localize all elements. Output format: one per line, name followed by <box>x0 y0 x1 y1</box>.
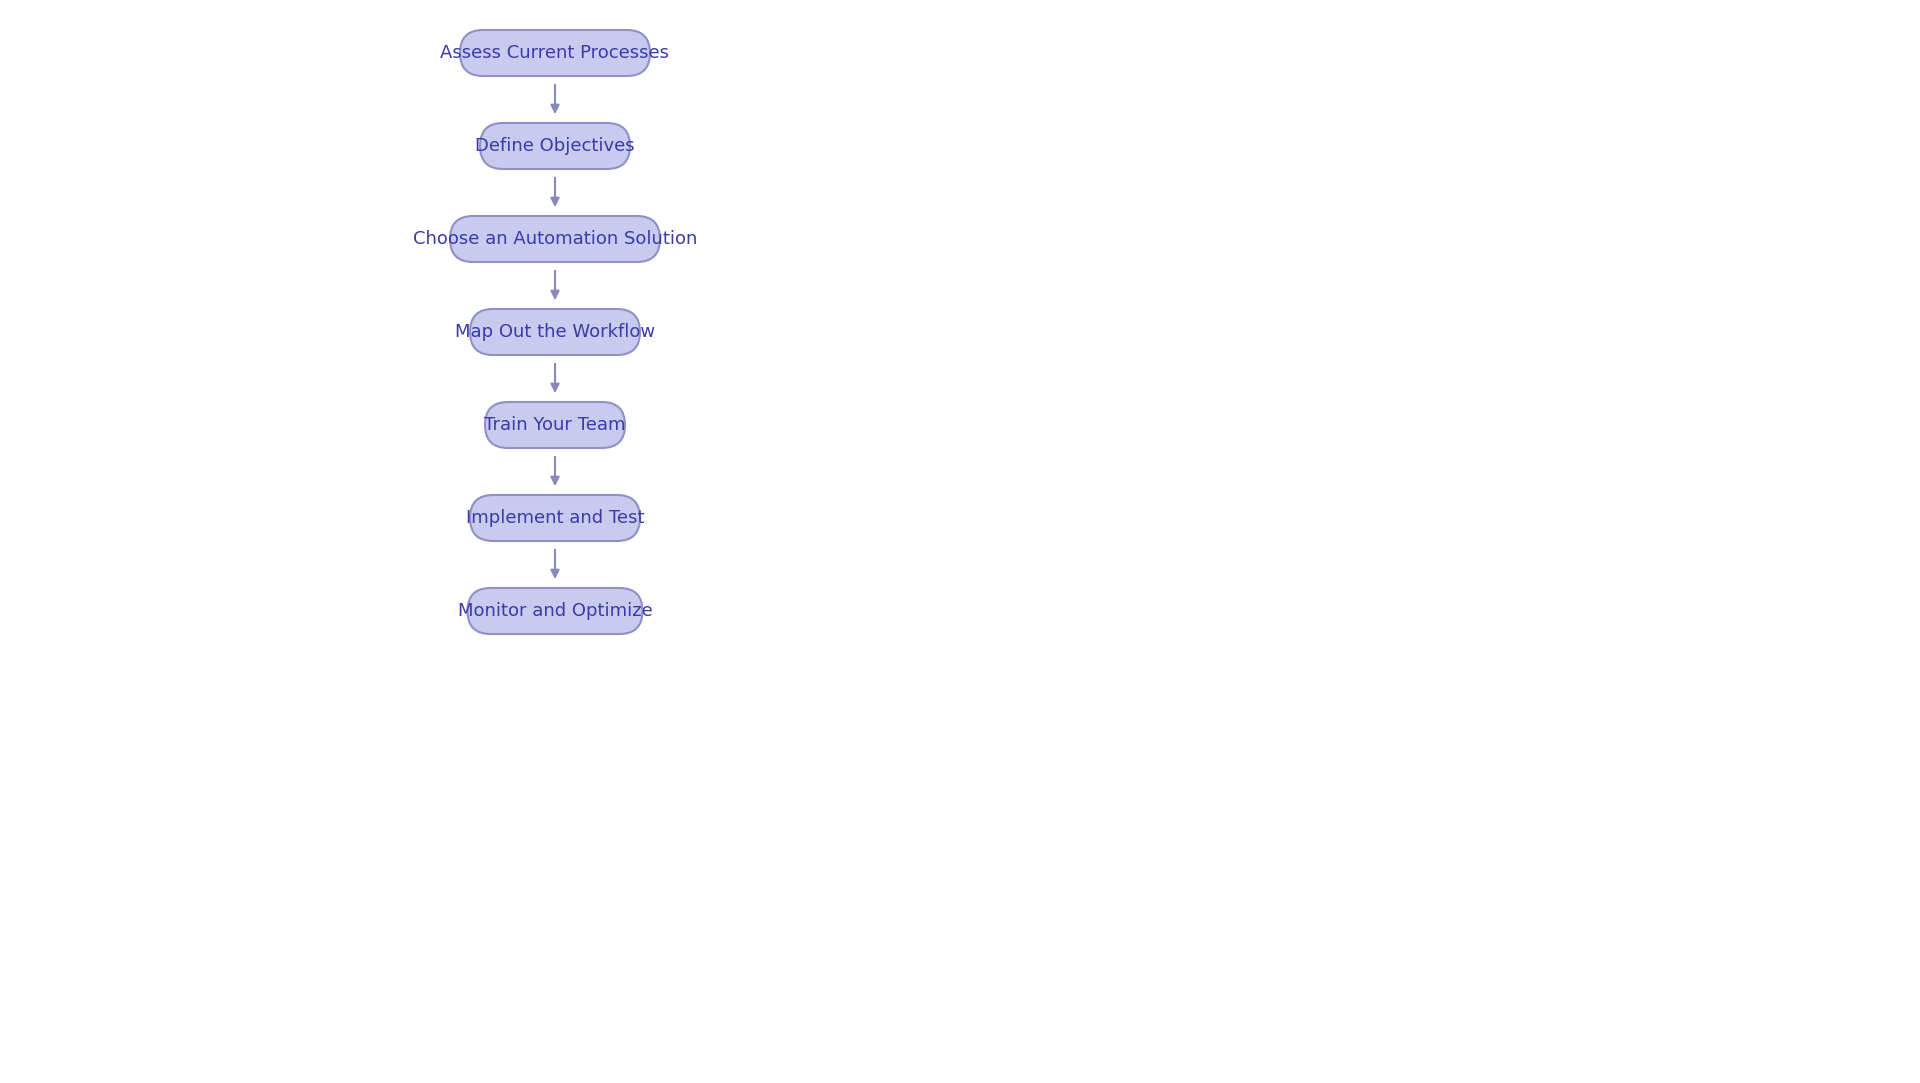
FancyBboxPatch shape <box>470 495 639 542</box>
Text: Map Out the Workflow: Map Out the Workflow <box>455 323 655 341</box>
FancyBboxPatch shape <box>461 30 651 76</box>
FancyBboxPatch shape <box>480 123 630 169</box>
Text: Train Your Team: Train Your Team <box>484 416 626 434</box>
Text: Choose an Automation Solution: Choose an Automation Solution <box>413 230 697 248</box>
Text: Define Objectives: Define Objectives <box>474 138 636 155</box>
Text: Assess Current Processes: Assess Current Processes <box>440 44 670 62</box>
Text: Implement and Test: Implement and Test <box>467 509 645 527</box>
FancyBboxPatch shape <box>449 216 660 262</box>
Text: Monitor and Optimize: Monitor and Optimize <box>457 602 653 619</box>
FancyBboxPatch shape <box>467 588 643 634</box>
FancyBboxPatch shape <box>470 309 639 355</box>
FancyBboxPatch shape <box>486 402 626 448</box>
